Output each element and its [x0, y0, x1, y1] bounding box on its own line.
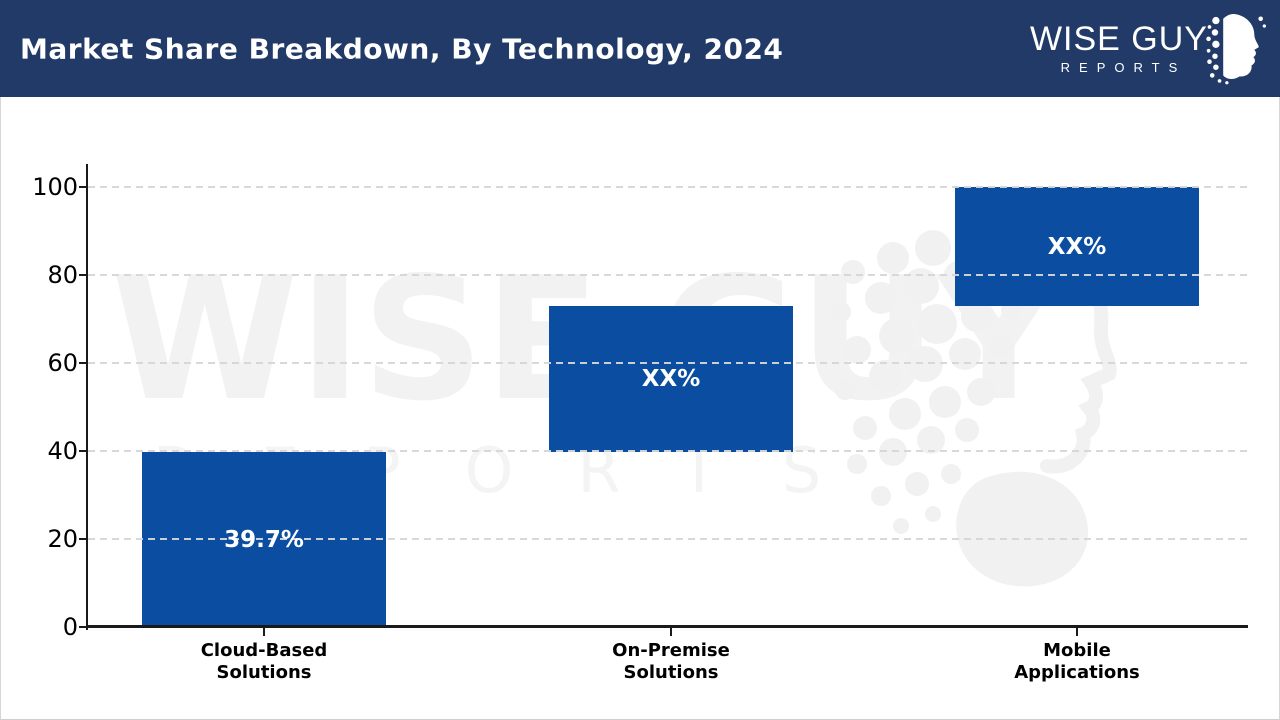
y-tick-mark — [79, 450, 88, 452]
y-tick-mark — [79, 186, 88, 188]
x-tick-mark — [263, 628, 265, 636]
gridline — [88, 186, 1248, 188]
gridline — [88, 450, 1248, 452]
bar — [955, 187, 1199, 306]
bar — [549, 306, 793, 452]
x-axis — [86, 625, 1248, 628]
y-tick-label: 100 — [32, 173, 78, 201]
page-title: Market Share Breakdown, By Technology, 2… — [20, 32, 784, 65]
y-tick-label: 60 — [47, 349, 78, 377]
y-tick-mark — [79, 538, 88, 540]
gridline — [88, 538, 1248, 540]
brand-name: WISE GUY — [1029, 20, 1208, 58]
y-tick-label: 20 — [47, 525, 78, 553]
x-tick-mark — [1076, 628, 1078, 636]
y-tick-mark — [79, 362, 88, 364]
y-tick-label: 80 — [47, 261, 78, 289]
gridline — [88, 362, 1248, 364]
category-label: On-Premise Solutions — [612, 640, 730, 683]
y-tick-label: 0 — [62, 613, 78, 641]
y-tick-mark — [79, 274, 88, 276]
brand-subname: REPORTS — [1060, 60, 1187, 75]
y-axis — [86, 164, 88, 630]
bar-label: 39.7% — [224, 526, 304, 553]
bar-label: XX% — [641, 366, 701, 392]
y-tick-label: 40 — [47, 437, 78, 465]
y-tick-mark — [79, 626, 88, 628]
brand-logo-text: WISE GUY REPORTS — [1030, 20, 1208, 76]
category-label: Mobile Applications — [1014, 640, 1140, 683]
gridline — [88, 274, 1248, 276]
x-tick-mark — [670, 628, 672, 636]
brand-logo: WISE GUY REPORTS — [1030, 8, 1268, 88]
brand-face-icon — [1206, 13, 1266, 85]
header: Market Share Breakdown, By Technology, 2… — [0, 0, 1280, 97]
category-label: Cloud-Based Solutions — [200, 640, 328, 683]
bar-label: XX% — [1047, 233, 1107, 260]
